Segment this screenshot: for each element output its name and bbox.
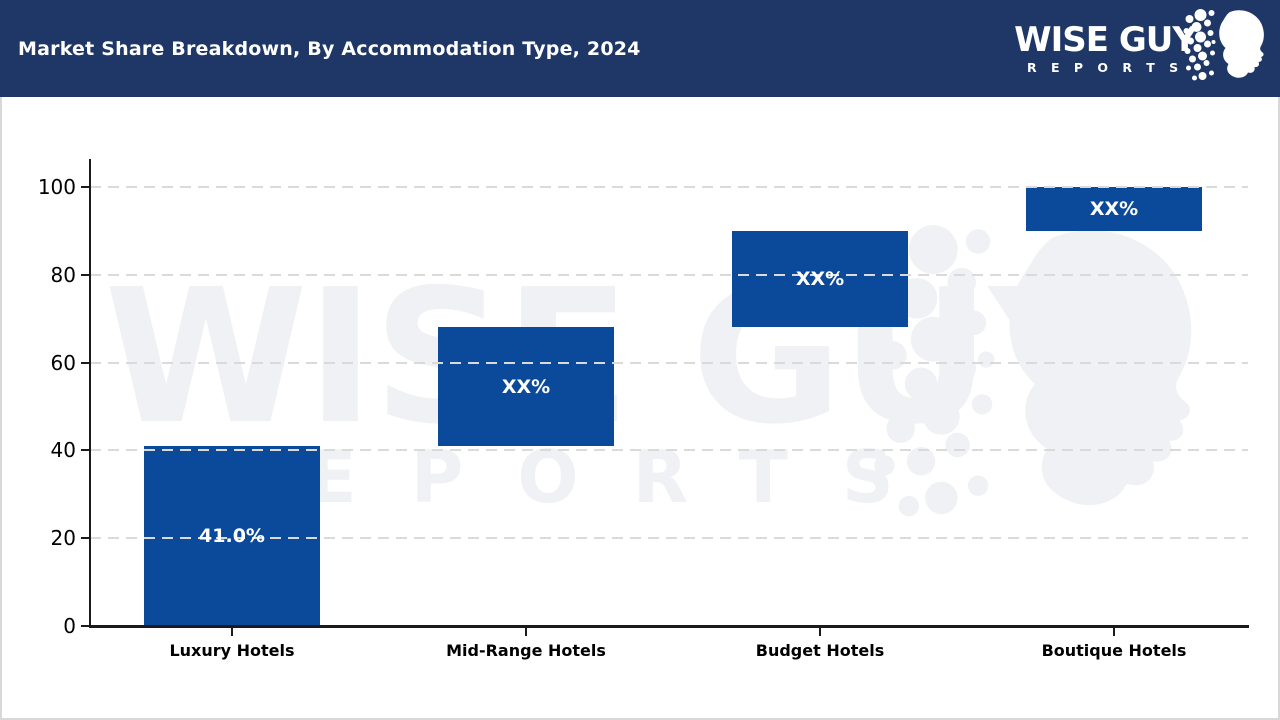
gridline-80 [90, 273, 1248, 276]
gridline-60 [90, 361, 1248, 364]
x-tick-label-4: Boutique Hotels [1041, 641, 1187, 660]
y-tick-mark [81, 449, 89, 452]
header-bar: Market Share Breakdown, By Accommodation… [0, 0, 1280, 97]
x-tick-mark [525, 628, 527, 636]
x-tick-mark [231, 628, 233, 636]
y-tick-mark [81, 186, 89, 188]
logo-wordmark: WISE GUY [1014, 19, 1197, 60]
logo-subtitle: R E P O R T S [1026, 59, 1184, 75]
bar-budget-hotels [732, 230, 908, 328]
bar-mid-range-hotels [438, 327, 614, 446]
gridline-100 [90, 186, 1248, 188]
wiseguy-logo: WISE GUY R E P O R T S [1014, 9, 1268, 89]
chart-area: WISE GUY REPORTS 41.0%XX%XX%XX%020406080… [0, 97, 1280, 720]
y-tick-label: 40 [50, 438, 76, 463]
bar-value-label: XX% [501, 375, 551, 398]
gridline-20 [90, 537, 1248, 540]
y-tick-mark [81, 625, 89, 627]
bar-value-label: XX% [795, 268, 845, 291]
y-tick-label: 60 [50, 350, 76, 375]
x-tick-label-3: Budget Hotels [755, 641, 885, 660]
x-axis-line [89, 625, 1249, 628]
y-tick-label: 80 [50, 262, 76, 287]
x-tick-mark [819, 628, 821, 636]
y-tick-mark [81, 273, 89, 276]
x-tick-label-2: Mid-Range Hotels [446, 641, 606, 660]
y-axis-line [89, 159, 91, 627]
bar-boutique-hotels [1026, 187, 1202, 231]
bar-luxury-hotels [144, 446, 320, 626]
y-tick-mark [81, 537, 89, 540]
gridline-40 [90, 449, 1248, 452]
x-tick-label-1: Luxury Hotels [169, 641, 295, 660]
y-tick-label: 100 [37, 175, 76, 199]
y-tick-label: 0 [63, 614, 76, 638]
logo-text: WISE GUY R E P O R T S [1014, 19, 1197, 75]
logo-head-icon [1182, 9, 1268, 89]
watermark-head-icon [860, 223, 1206, 553]
y-tick-mark [81, 361, 89, 364]
bar-value-label: XX% [1089, 197, 1139, 220]
y-tick-label: 20 [50, 526, 76, 551]
chart-title: Market Share Breakdown, By Accommodation… [18, 37, 641, 60]
x-tick-mark [1113, 628, 1115, 636]
bar-value-label: 41.0% [199, 525, 265, 547]
